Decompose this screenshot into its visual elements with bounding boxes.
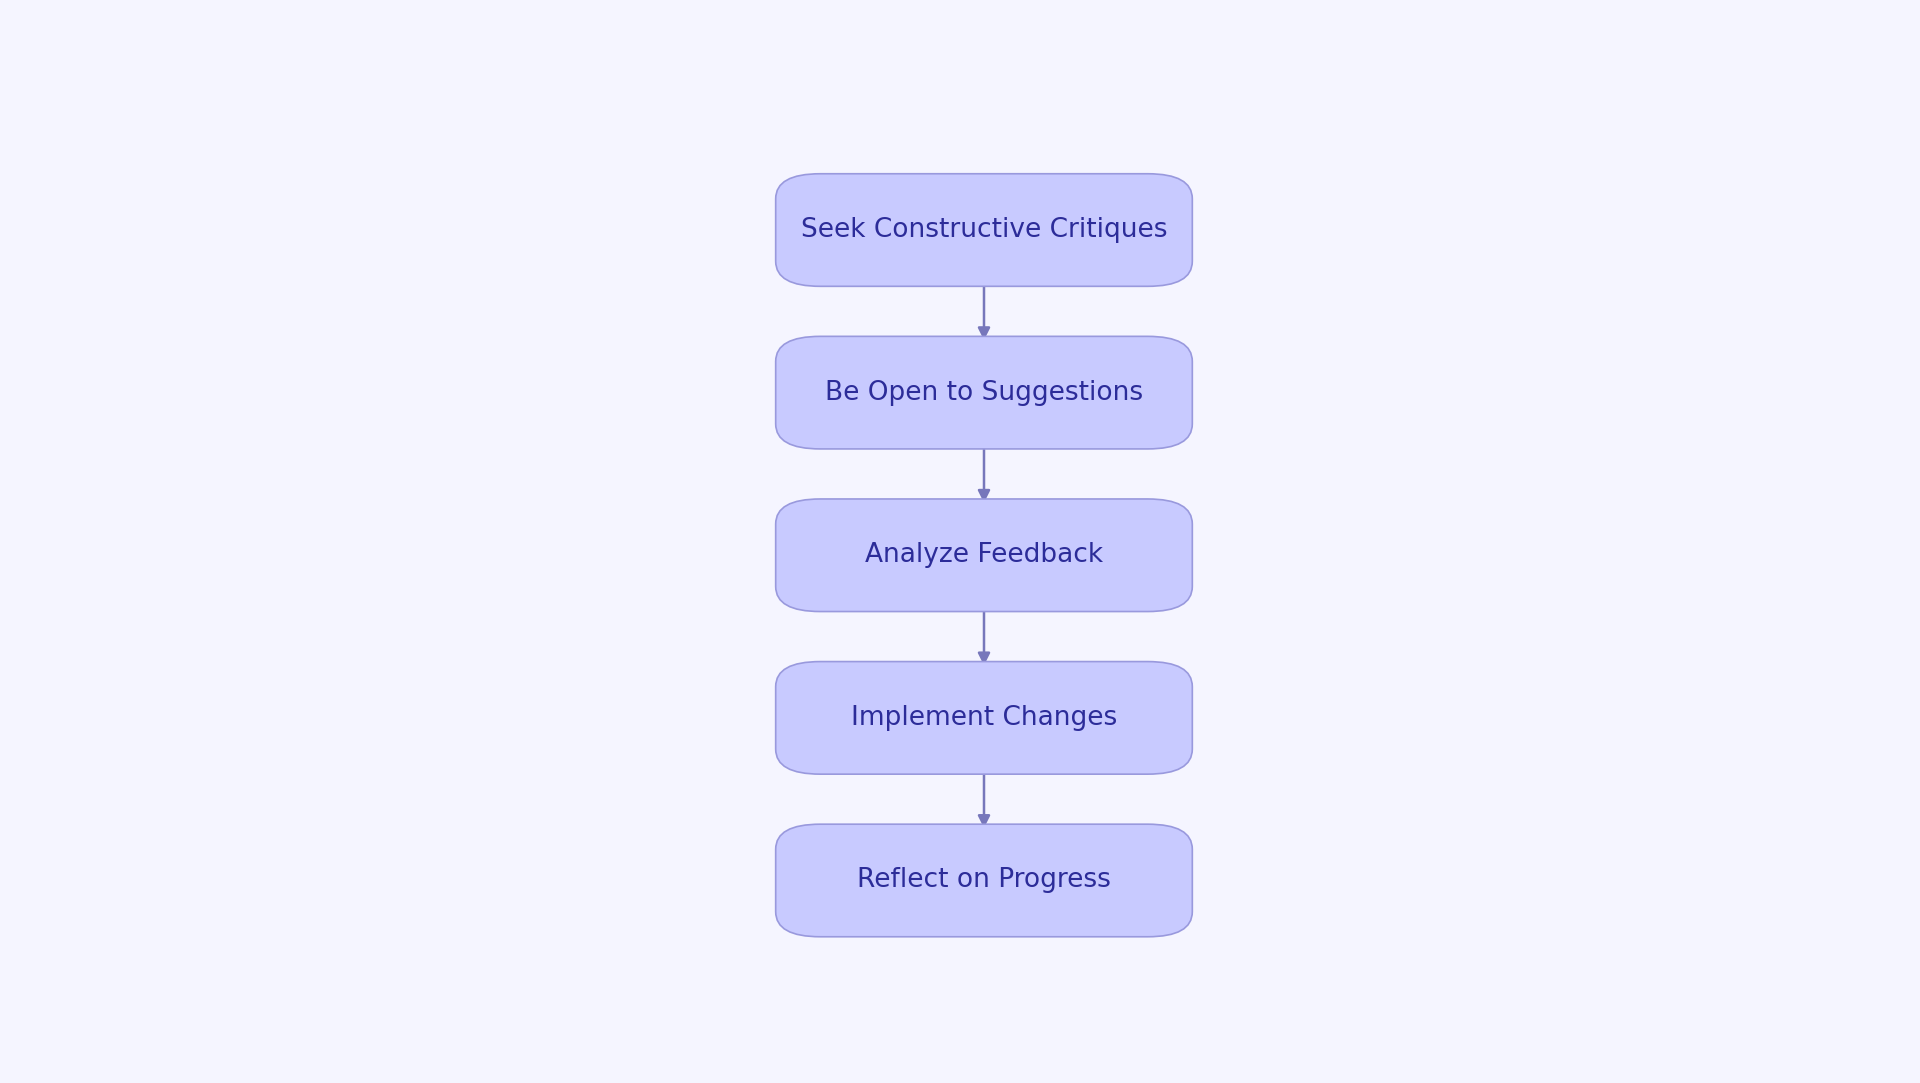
Text: Seek Constructive Critiques: Seek Constructive Critiques <box>801 217 1167 243</box>
FancyBboxPatch shape <box>776 662 1192 774</box>
FancyBboxPatch shape <box>776 337 1192 449</box>
FancyBboxPatch shape <box>776 499 1192 612</box>
FancyBboxPatch shape <box>776 173 1192 286</box>
FancyBboxPatch shape <box>776 824 1192 937</box>
Text: Be Open to Suggestions: Be Open to Suggestions <box>826 380 1142 406</box>
Text: Implement Changes: Implement Changes <box>851 705 1117 731</box>
Text: Reflect on Progress: Reflect on Progress <box>856 867 1112 893</box>
Text: Analyze Feedback: Analyze Feedback <box>864 543 1104 569</box>
